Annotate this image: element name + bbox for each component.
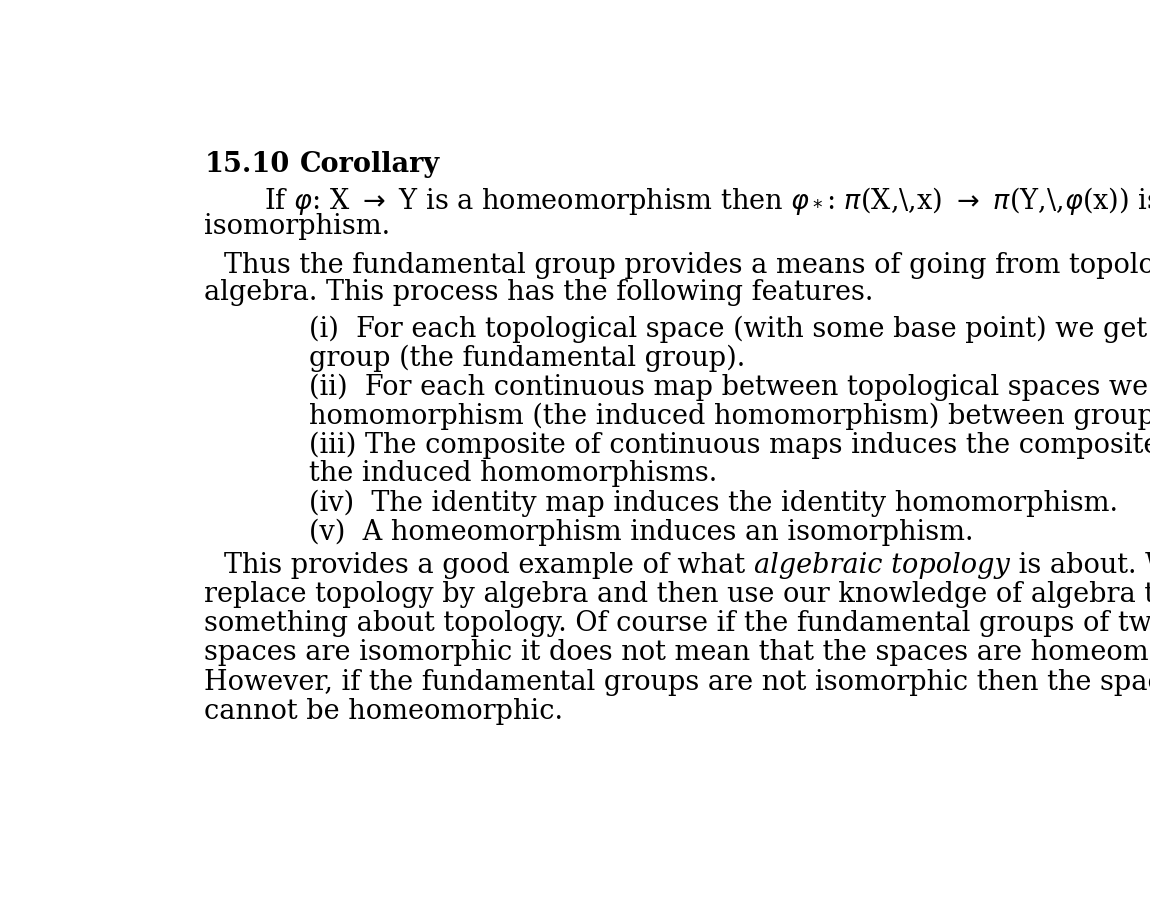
Text: cannot be homeomorphic.: cannot be homeomorphic. xyxy=(205,698,564,725)
Text: spaces are isomorphic it does not mean that the spaces are homeomorphic.: spaces are isomorphic it does not mean t… xyxy=(205,639,1150,666)
Text: (ii)  For each continuous map between topological spaces we get a: (ii) For each continuous map between top… xyxy=(308,374,1150,401)
Text: (v)  A homeomorphism induces an isomorphism.: (v) A homeomorphism induces an isomorphi… xyxy=(308,518,973,546)
Text: Thus the fundamental group provides a means of going from topology to: Thus the fundamental group provides a me… xyxy=(224,251,1150,278)
Text: group (the fundamental group).: group (the fundamental group). xyxy=(308,344,745,372)
Text: (i)  For each topological space (with some base point) we get a: (i) For each topological space (with som… xyxy=(308,315,1150,342)
Text: homomorphism (the induced homomorphism) between groups.: homomorphism (the induced homomorphism) … xyxy=(308,402,1150,430)
Text: Corollary: Corollary xyxy=(300,151,439,178)
Text: is about. We: is about. We xyxy=(1010,552,1150,579)
Text: If $\varphi$: X $\rightarrow$ Y is a homeomorphism then $\varphi_*$: $\pi$(X,\,x: If $\varphi$: X $\rightarrow$ Y is a hom… xyxy=(264,185,1150,217)
Text: replace topology by algebra and then use our knowledge of algebra to learn: replace topology by algebra and then use… xyxy=(205,581,1150,609)
Text: 15.10: 15.10 xyxy=(205,151,290,178)
Text: (iii) The composite of continuous maps induces the composite of: (iii) The composite of continuous maps i… xyxy=(308,431,1150,459)
Text: something about topology. Of course if the fundamental groups of two: something about topology. Of course if t… xyxy=(205,611,1150,638)
Text: isomorphism.: isomorphism. xyxy=(205,213,391,240)
Text: This provides a good example of what: This provides a good example of what xyxy=(224,552,753,579)
Text: algebra. This process has the following features.: algebra. This process has the following … xyxy=(205,279,874,306)
Text: the induced homomorphisms.: the induced homomorphisms. xyxy=(308,461,716,488)
Text: However, if the fundamental groups are not isomorphic then the spaces: However, if the fundamental groups are n… xyxy=(205,668,1150,696)
Text: (iv)  The identity map induces the identity homomorphism.: (iv) The identity map induces the identi… xyxy=(308,489,1118,517)
Text: algebraic topology: algebraic topology xyxy=(753,552,1010,579)
